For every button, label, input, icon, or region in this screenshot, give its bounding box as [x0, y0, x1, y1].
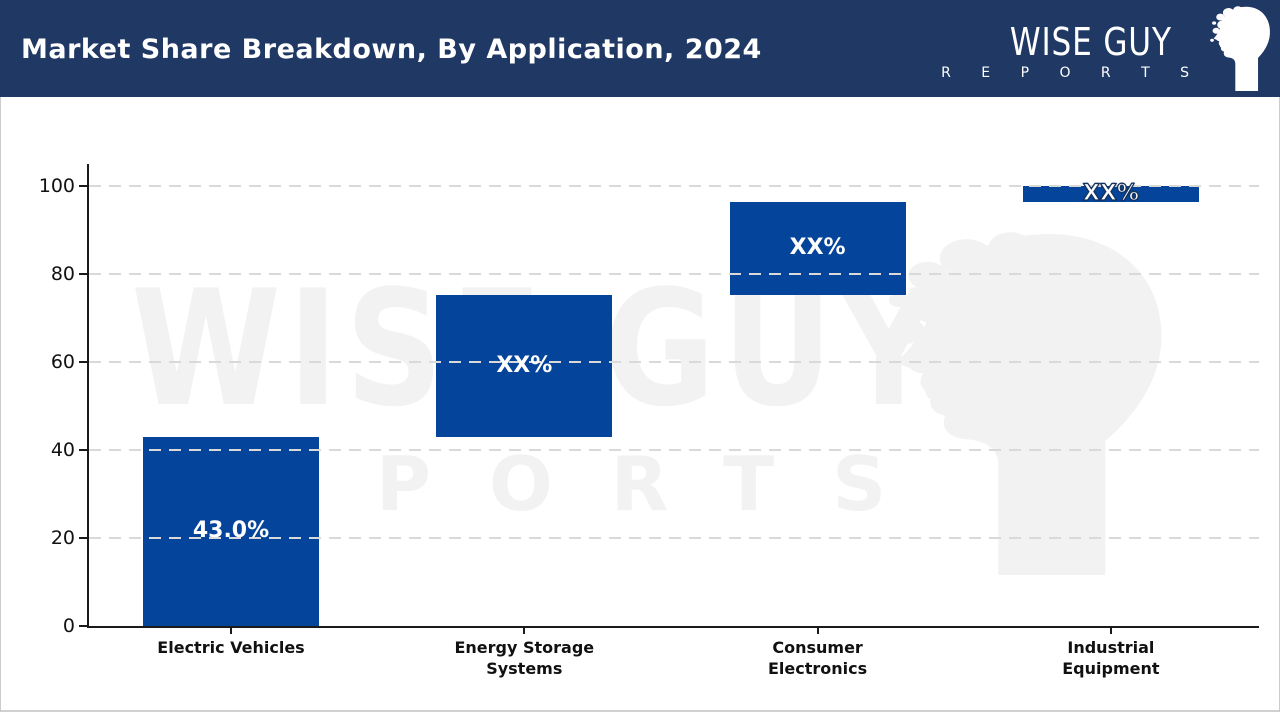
x-tick-mark [816, 628, 819, 634]
bar-value-label: XX% [789, 235, 846, 261]
gridline [89, 185, 1259, 187]
category-label: Industrial Equipment [1062, 638, 1160, 678]
brand-head-icon [1210, 5, 1272, 91]
x-tick-mark [230, 628, 232, 634]
bar-segment [143, 436, 319, 626]
category-label: Electric Vehicles [157, 638, 305, 657]
y-tick-label: 100 [38, 175, 75, 197]
y-tick-label: 40 [50, 439, 75, 461]
y-axis-line [87, 164, 89, 628]
y-tick-label: 60 [50, 351, 75, 373]
bar-value-label: 43.0% [192, 518, 270, 544]
gridline [89, 449, 1259, 451]
brand-name: WISE GUY [1009, 20, 1172, 64]
gridline [89, 537, 1259, 539]
y-tick-mark [79, 449, 87, 451]
brand-subtitle: R E P O R T S [941, 65, 1202, 81]
x-tick-mark [1109, 628, 1112, 634]
x-axis-line [87, 626, 1259, 628]
x-tick-mark [523, 628, 526, 634]
category-label: Consumer Electronics [768, 638, 868, 678]
chart-area: WISE GUY REPORTS 43.0% XX% XX% XX% 0 20 40 60 80… [0, 97, 1280, 712]
bar-segment [1022, 186, 1199, 202]
y-tick-mark [79, 537, 87, 539]
header-bar: Market Share Breakdown, By Application, … [0, 0, 1280, 97]
gridline [89, 273, 1259, 275]
y-tick-mark [79, 625, 87, 627]
y-tick-label: 20 [50, 527, 75, 549]
y-tick-label: 80 [50, 263, 75, 285]
bar-value-label: XX% [496, 352, 553, 378]
y-tick-mark [79, 185, 87, 187]
category-label: Energy Storage Systems [454, 638, 595, 678]
bar-value-label: XX% [1082, 180, 1139, 206]
plot-area: 43.0% XX% XX% XX% 0 20 40 60 80 100 Electric Vehic… [39, 164, 1259, 678]
bar-segment [729, 201, 906, 296]
chart-title: Market Share Breakdown, By Application, … [21, 34, 762, 65]
y-tick-mark [79, 361, 87, 363]
bar-segment [436, 295, 613, 437]
gridline [89, 361, 1259, 363]
y-tick-mark [79, 273, 87, 275]
y-tick-label: 0 [62, 615, 75, 637]
brand-logo: WISE GUY R E P O R T S [931, 20, 1202, 81]
